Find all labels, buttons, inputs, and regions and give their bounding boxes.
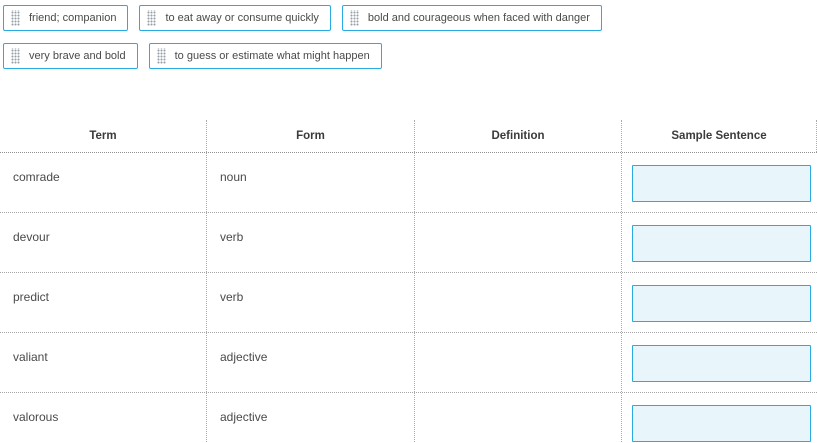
term-cell: valorous <box>0 393 207 443</box>
sample-sentence-dropzone[interactable] <box>632 225 811 262</box>
table-row: devour verb <box>0 213 817 273</box>
definition-drop-cell[interactable] <box>415 273 622 332</box>
sample-sentence-cell <box>622 273 817 332</box>
table-row: valiant adjective <box>0 333 817 393</box>
word-bank: friend; companion to eat away or consume… <box>0 0 740 81</box>
definition-drop-cell[interactable] <box>415 213 622 272</box>
chip-label: to eat away or consume quickly <box>165 12 319 24</box>
sample-sentence-dropzone[interactable] <box>632 345 811 382</box>
term-cell: comrade <box>0 153 207 212</box>
definition-chip[interactable]: to guess or estimate what might happen <box>148 43 382 69</box>
definition-chip[interactable]: very brave and bold <box>3 43 138 69</box>
sample-sentence-dropzone[interactable] <box>632 405 811 442</box>
definition-drop-cell[interactable] <box>415 333 622 392</box>
form-cell: adjective <box>207 333 415 392</box>
table-row: valorous adjective <box>0 393 817 443</box>
definition-drop-cell[interactable] <box>415 393 622 443</box>
term-cell: devour <box>0 213 207 272</box>
chip-label: to guess or estimate what might happen <box>174 50 370 62</box>
drag-handle-icon[interactable] <box>11 48 20 64</box>
sample-sentence-dropzone[interactable] <box>632 285 811 322</box>
sample-sentence-cell <box>622 333 817 392</box>
form-cell: noun <box>207 153 415 212</box>
table-row: predict verb <box>0 273 817 333</box>
sample-sentence-cell <box>622 213 817 272</box>
definition-chip[interactable]: bold and courageous when faced with dang… <box>341 5 602 31</box>
drag-handle-icon[interactable] <box>11 10 20 26</box>
drag-handle-icon[interactable] <box>349 10 359 26</box>
table-row: comrade noun <box>0 153 817 213</box>
sample-sentence-dropzone[interactable] <box>632 165 811 202</box>
chip-label: very brave and bold <box>29 50 126 62</box>
form-cell: verb <box>207 273 415 332</box>
term-cell: predict <box>0 273 207 332</box>
form-cell: verb <box>207 213 415 272</box>
column-header: Form <box>207 120 415 152</box>
definition-chip[interactable]: friend; companion <box>3 5 129 31</box>
chip-label: friend; companion <box>29 12 117 24</box>
definition-drop-cell[interactable] <box>415 153 622 212</box>
drag-handle-icon[interactable] <box>147 10 157 26</box>
drag-handle-icon[interactable] <box>156 48 166 64</box>
sample-sentence-cell <box>622 393 817 443</box>
definition-chip[interactable]: to eat away or consume quickly <box>139 5 331 31</box>
form-cell: adjective <box>207 393 415 443</box>
column-header: Term <box>0 120 207 152</box>
chip-label: bold and courageous when faced with dang… <box>367 12 590 24</box>
term-cell: valiant <box>0 333 207 392</box>
column-header: Sample Sentence <box>622 120 817 152</box>
sample-sentence-cell <box>622 153 817 212</box>
column-header: Definition <box>415 120 622 152</box>
table-header-row: Term Form Definition Sample Sentence <box>0 120 817 153</box>
vocabulary-table: Term Form Definition Sample Sentence com… <box>0 120 817 443</box>
